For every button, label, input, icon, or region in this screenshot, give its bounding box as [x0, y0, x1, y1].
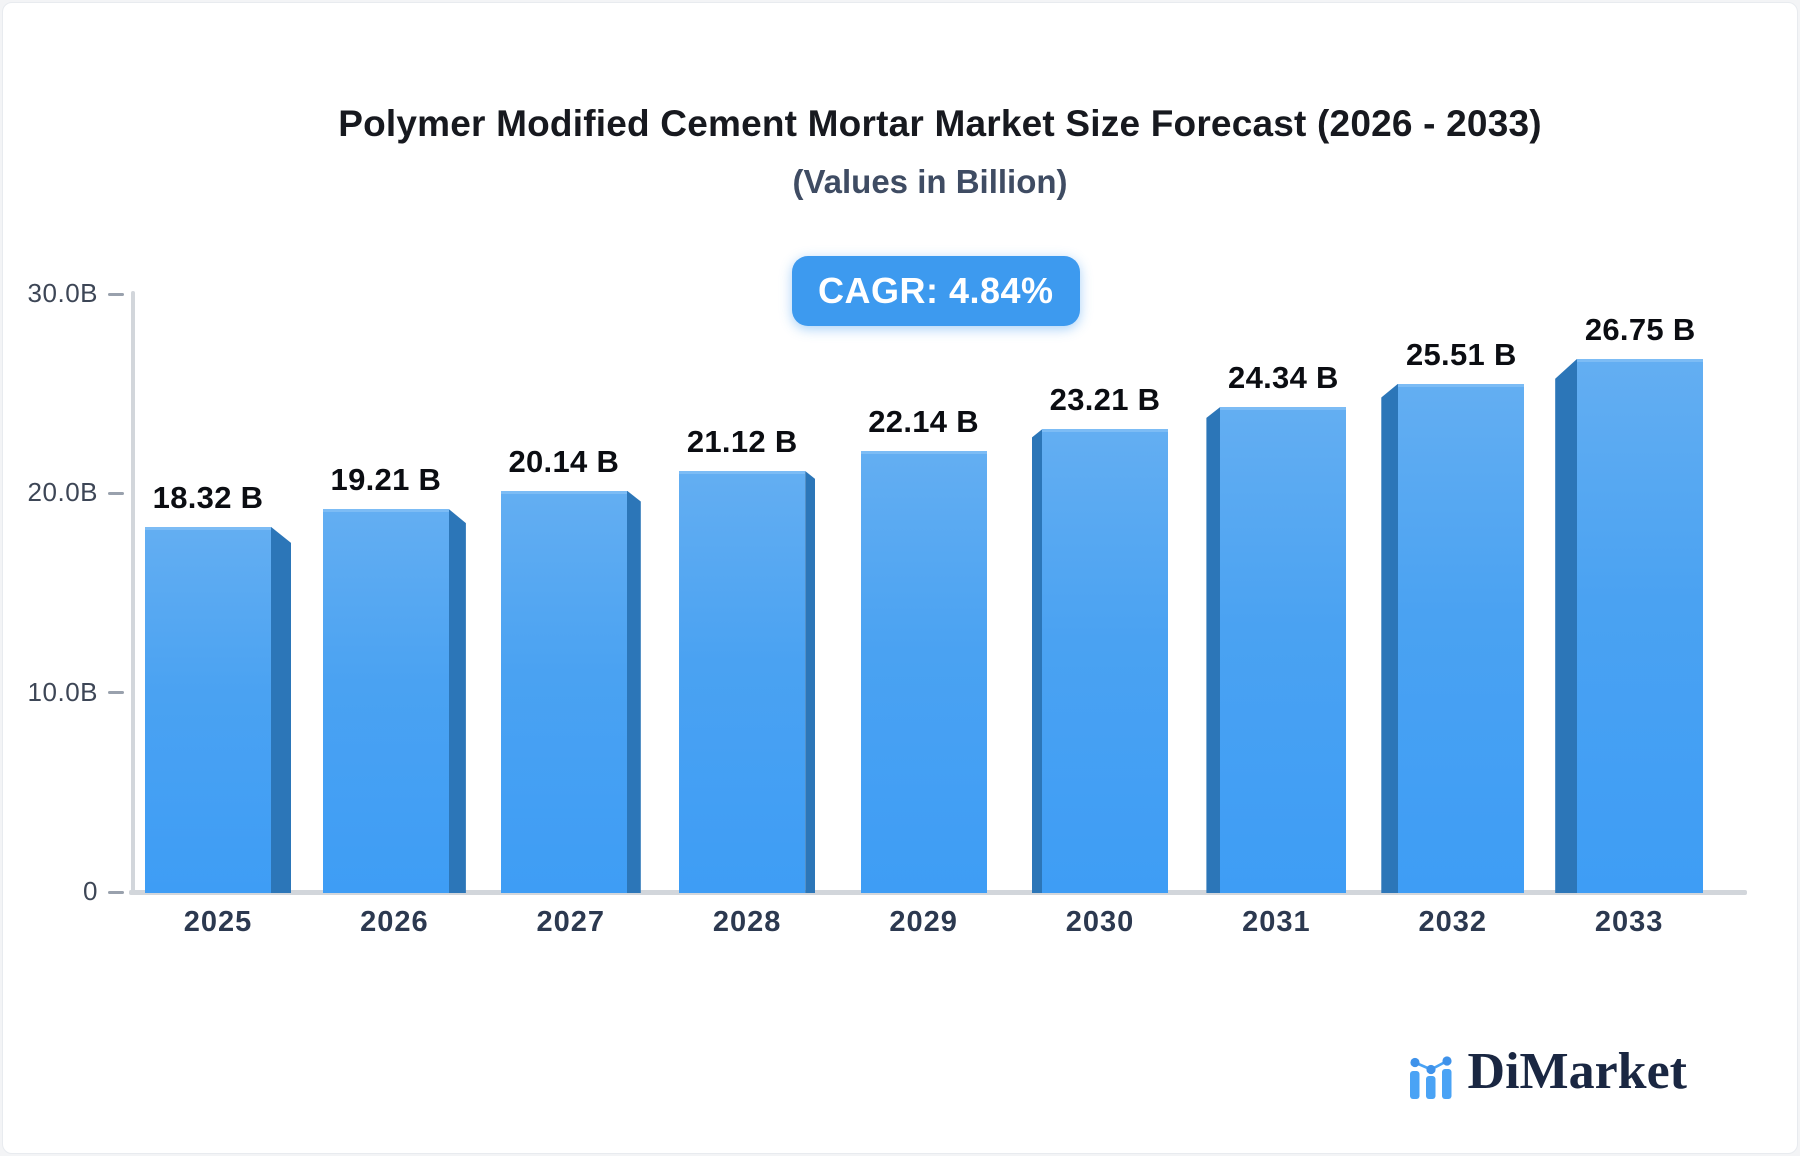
bar-value-label: 23.21 B — [1049, 382, 1161, 418]
bar-face — [860, 450, 987, 893]
bar-side-shadow — [271, 526, 291, 893]
bar-face — [500, 490, 627, 893]
bar-value-label: 24.34 B — [1228, 359, 1339, 395]
y-tick-dash — [108, 491, 124, 495]
x-tick-label: 2028 — [712, 906, 782, 938]
bar — [1206, 406, 1347, 893]
bar-side-shadow — [1555, 358, 1578, 893]
bar — [145, 526, 291, 893]
bar-face — [1577, 358, 1704, 893]
bar — [679, 471, 816, 893]
y-tick-label: 20.0B — [27, 477, 98, 508]
bar-value-label: 26.75 B — [1584, 311, 1696, 347]
y-tick-dash — [108, 890, 124, 894]
plot-area: 0 10.0B 20.0B 30.0B 18.32 B 2025 19.21 B 2026 20… — [3, 3, 1797, 1153]
cagr-badge: CAGR: 4.84% — [792, 256, 1080, 326]
bar-face — [1220, 406, 1347, 893]
bar — [1381, 383, 1525, 893]
bar-face — [145, 526, 271, 893]
page-title: Polymer Modified Cement Mortar Market Si… — [338, 103, 1542, 144]
y-tick-dash — [108, 691, 124, 695]
bar-side-shadow — [1032, 429, 1042, 893]
bar-side-shadow — [1206, 406, 1221, 893]
brand-logo: DiMarket — [1408, 1043, 1687, 1101]
bar-side-shadow — [448, 509, 466, 893]
bar-side-shadow — [805, 471, 816, 893]
bar — [860, 450, 987, 893]
bar-side-shadow — [1381, 383, 1399, 893]
bar-face — [1042, 429, 1168, 893]
bar-value-label: 19.21 B — [330, 462, 442, 498]
page-subtitle: (Values in Billion) — [792, 163, 1068, 200]
y-tick-label: 0 — [83, 876, 98, 906]
bar-value-label: 22.14 B — [868, 403, 979, 439]
bar-value-label: 18.32 B — [152, 479, 264, 515]
bar — [1555, 358, 1704, 893]
y-axis-line — [131, 291, 135, 894]
x-tick-label: 2027 — [536, 906, 606, 938]
bar-face — [322, 509, 449, 893]
bar-value-label: 25.51 B — [1405, 336, 1517, 372]
bar-face — [1398, 383, 1525, 893]
bar-value-label: 20.14 B — [508, 443, 620, 479]
bar-side-shadow — [626, 490, 641, 893]
x-tick-label: 2025 — [183, 906, 253, 938]
x-tick-label: 2032 — [1418, 906, 1488, 938]
x-tick-label: 2029 — [889, 906, 958, 938]
brand-name: DiMarket — [1467, 1043, 1687, 1100]
x-tick-label: 2026 — [360, 906, 429, 938]
bar-value-label: 21.12 B — [686, 424, 798, 459]
x-tick-label: 2031 — [1242, 906, 1311, 938]
bar — [1032, 429, 1168, 893]
dimarket-logo-icon — [1409, 1056, 1452, 1099]
x-tick-label: 2033 — [1594, 906, 1664, 938]
bar-face — [679, 471, 806, 893]
y-tick-label: 30.0B — [27, 278, 98, 308]
y-tick-dash — [108, 292, 124, 296]
y-tick-label: 10.0B — [27, 676, 98, 707]
x-tick-label: 2030 — [1065, 906, 1135, 938]
bar — [322, 509, 466, 893]
bar — [500, 490, 641, 893]
